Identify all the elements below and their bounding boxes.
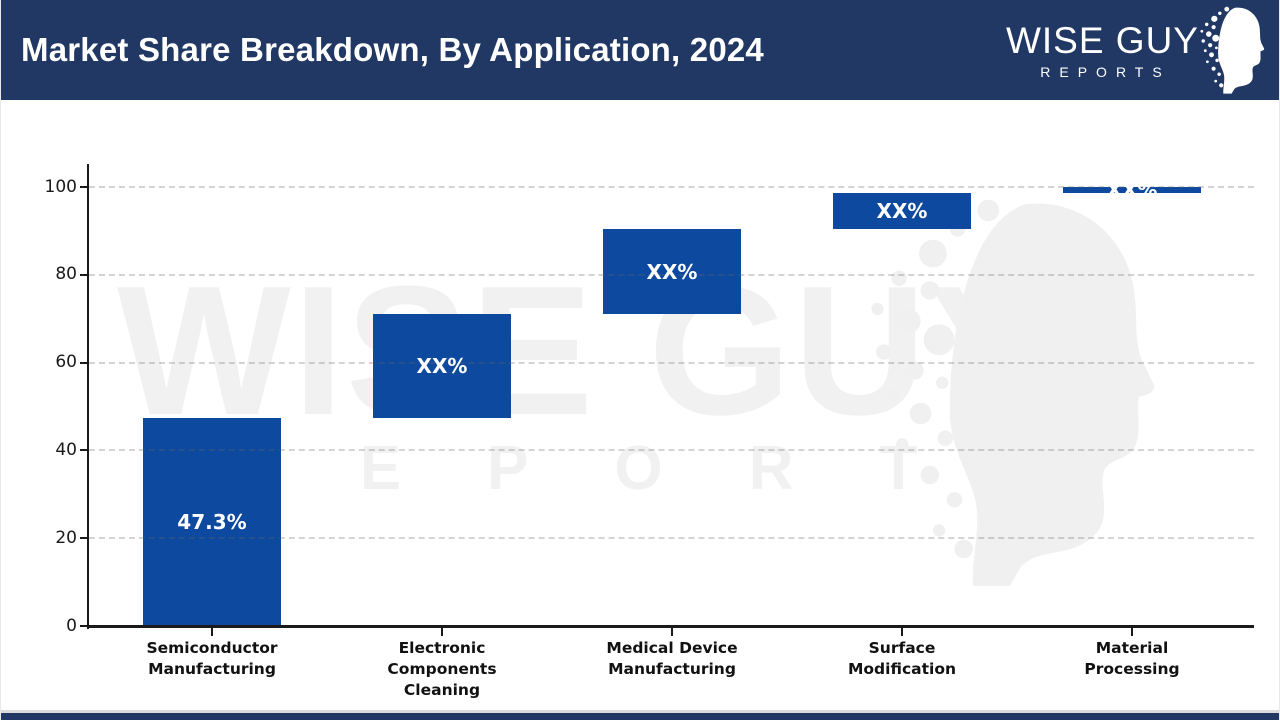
gridline — [89, 537, 1254, 540]
x-tick-label: Medical Device Manufacturing — [606, 639, 738, 678]
y-tick-label: 100 — [44, 176, 77, 197]
header: Market Share Breakdown, By Application, … — [1, 0, 1279, 100]
bar — [143, 418, 281, 626]
logo-wordmark: WISE GUY — [1005, 19, 1199, 61]
gridline — [89, 273, 1254, 276]
x-tick-label: Surface Modification — [847, 639, 957, 678]
bar-value-label: XX% — [876, 198, 928, 223]
wise-guy-logo: WISE GUY REPORTS — [1006, 4, 1273, 96]
bar — [373, 314, 511, 419]
bar-value-label: XX% — [646, 259, 698, 284]
y-tick-mark — [80, 273, 89, 276]
y-tick-label: 60 — [55, 352, 77, 373]
gridline — [89, 186, 1254, 188]
bar — [1063, 187, 1201, 194]
y-tick-mark — [80, 186, 89, 188]
x-axis-spine — [87, 625, 1254, 628]
x-tick-label: Semiconductor Manufacturing — [146, 639, 278, 678]
bar — [603, 228, 741, 315]
y-tick-mark — [80, 361, 89, 364]
y-axis-spine — [87, 164, 89, 629]
y-tick-label: 80 — [55, 264, 77, 285]
bar-value-label: XX% — [416, 354, 468, 379]
x-tick-mark — [1131, 627, 1133, 636]
x-tick-label: Material Processing — [1084, 639, 1180, 678]
logo-text: WISE GUY REPORTS — [1005, 19, 1199, 80]
x-tick-mark — [671, 627, 673, 636]
page-title: Market Share Breakdown, By Application, … — [21, 31, 764, 68]
x-tick-mark — [901, 627, 903, 636]
footer-accent-bar — [1, 713, 1279, 720]
logo-subtitle: REPORTS — [1040, 63, 1171, 80]
x-tick-label: Electronic Components Cleaning — [387, 639, 497, 699]
bar-value-label: XX% — [1106, 178, 1158, 203]
y-tick-label: 0 — [66, 615, 77, 636]
footer-divider — [1, 710, 1279, 713]
gridline — [89, 449, 1254, 452]
y-tick-mark — [80, 449, 89, 452]
y-tick-mark — [80, 625, 89, 627]
x-tick-mark — [211, 627, 213, 636]
bar-value-label: 47.3% — [177, 510, 247, 535]
x-tick-mark — [441, 627, 443, 636]
y-tick-mark — [80, 537, 89, 540]
y-tick-label: 40 — [55, 439, 77, 460]
y-tick-label: 20 — [55, 527, 77, 548]
gridline — [89, 361, 1254, 364]
